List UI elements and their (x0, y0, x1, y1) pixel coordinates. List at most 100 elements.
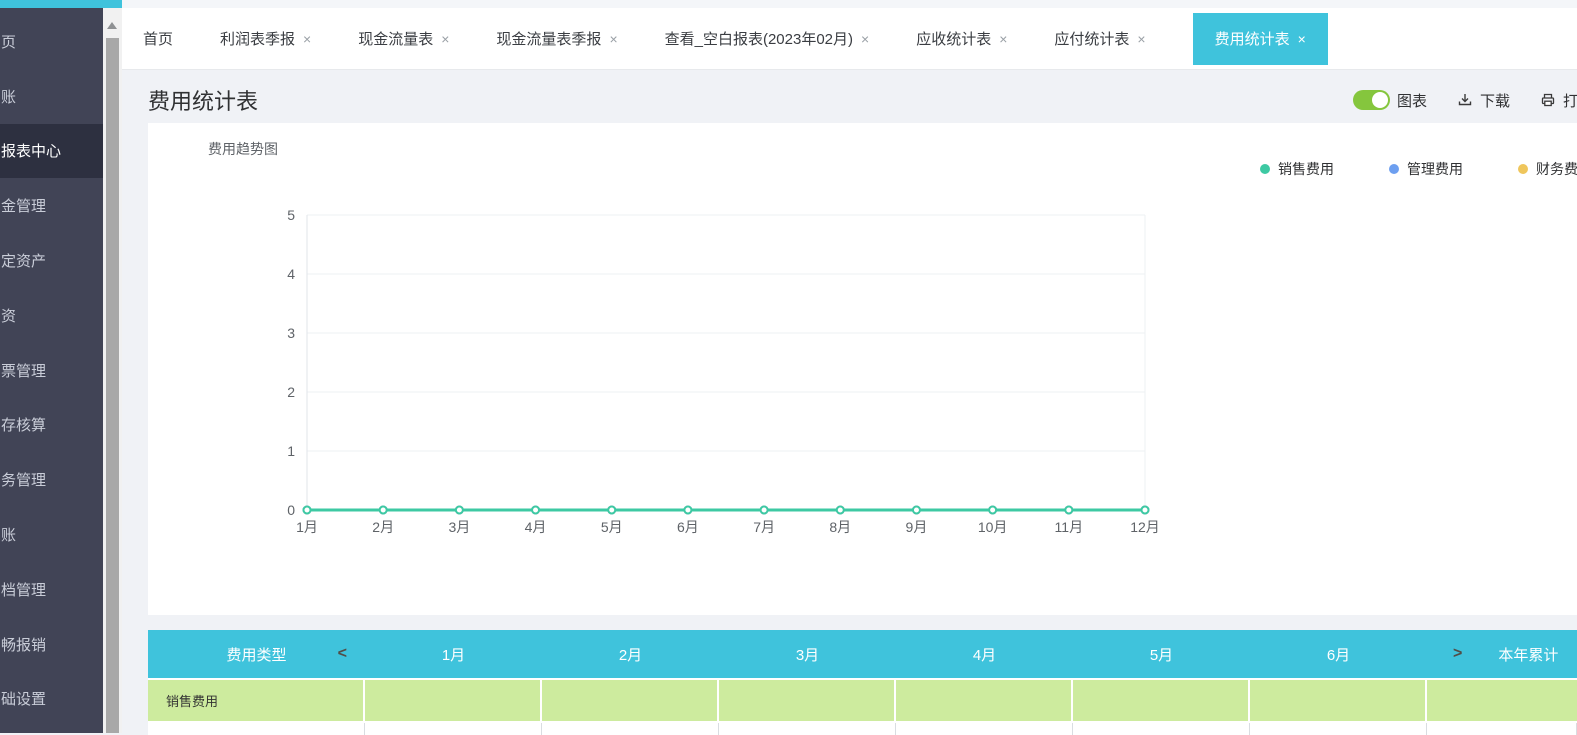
pagination-next-icon[interactable]: > (1453, 645, 1463, 662)
sidebar-item[interactable]: 页 (1, 33, 17, 51)
tab-close-icon[interactable]: × (303, 30, 312, 47)
svg-text:1月: 1月 (296, 519, 318, 535)
svg-text:4月: 4月 (525, 519, 547, 535)
table-header-row: 费用类型 <1月 2月 3月 4月 5月 6月 > 本年累计 (148, 630, 1577, 678)
legend-label: 财务费用 (1536, 161, 1577, 177)
tab-label: 费用统计表 (1214, 31, 1290, 48)
svg-text:3: 3 (287, 325, 295, 341)
svg-text:9月: 9月 (906, 519, 928, 535)
chart-toggle-label: 图表 (1396, 92, 1427, 110)
scrollbar-up-arrow-icon[interactable] (107, 22, 117, 29)
sidebar-scrollbar[interactable] (103, 8, 122, 733)
column-label: 6月 (1326, 646, 1351, 664)
legend-label: 销售费用 (1278, 161, 1334, 177)
sidebar-item-active[interactable]: 报表中心 (0, 123, 103, 179)
table-row[interactable]: 销售费用 (148, 678, 1577, 723)
toggle-knob (1371, 92, 1388, 108)
tab[interactable]: 应收统计表 × (916, 28, 1007, 49)
column-label: 本年累计 (1498, 646, 1559, 664)
tab-label: 首页 (143, 31, 174, 48)
page-title: 费用统计表 (148, 89, 259, 114)
table-cell (365, 680, 542, 721)
sidebar-item[interactable]: 畅报销 (1, 636, 47, 654)
svg-text:5月: 5月 (601, 519, 623, 535)
tab-close-icon[interactable]: × (1297, 30, 1306, 47)
chart-legend: 销售费用 管理费用 财务费用 (1260, 159, 1577, 179)
table-cell (719, 680, 896, 721)
sidebar-item[interactable]: 务管理 (1, 472, 47, 490)
table-header-month: 3月 (719, 630, 896, 678)
sidebar-item[interactable]: 账 (1, 88, 17, 106)
sidebar-item[interactable]: 定资产 (1, 253, 47, 271)
tab[interactable]: 利润表季报 × (220, 28, 311, 49)
tab-close-icon[interactable]: × (1137, 30, 1146, 47)
table-body: 销售费用 (148, 678, 1577, 735)
tab[interactable]: 查看_空白报表(2023年02月) × (665, 28, 870, 49)
chart-toggle-switch[interactable] (1352, 90, 1390, 110)
print-icon (1540, 92, 1556, 108)
tab[interactable]: 应付统计表 × (1054, 28, 1145, 49)
table-header-month: 6月 (1250, 630, 1427, 678)
tab-bar: 首页 利润表季报 × 现金流量表 × 现金流量表季报 × 查看_空白报表(2023年02月) ×… (122, 8, 1577, 70)
tab-label: 应付统计表 (1054, 31, 1130, 48)
svg-text:12月: 12月 (1130, 519, 1160, 535)
legend-dot (1389, 164, 1399, 174)
legend-label: 管理费用 (1407, 161, 1463, 177)
svg-text:11月: 11月 (1055, 519, 1084, 535)
chart-card: 费用趋势图 销售费用 管理费用 财务费用 0 1 2 3 4 5 1月 2月 3月 4月 5月 6月 7月 8… (148, 123, 1577, 615)
svg-text:2月: 2月 (372, 519, 394, 535)
sidebar-item[interactable]: 金管理 (1, 198, 47, 216)
chart-title: 费用趋势图 (208, 141, 278, 157)
tab-close-icon[interactable]: × (441, 30, 450, 47)
tab-label: 利润表季报 (220, 31, 296, 48)
table-cell (896, 723, 1073, 735)
table-header-month: 4月 (896, 630, 1073, 678)
svg-text:3月: 3月 (448, 519, 470, 535)
table-header-month: 2月 (542, 630, 719, 678)
expense-table: 费用类型 <1月 2月 3月 4月 5月 6月 > 本年累计 销售费用 (148, 630, 1577, 735)
legend-item[interactable]: 管理费用 (1389, 159, 1463, 179)
table-cell (148, 723, 365, 735)
column-label: 4月 (972, 646, 997, 664)
table-header-month: 1月 (365, 630, 542, 678)
tab[interactable]: 现金流量表季报 × (496, 28, 617, 49)
svg-text:10月: 10月 (978, 519, 1008, 535)
sidebar-item[interactable]: 账 (1, 527, 17, 545)
tab-label: 现金流量表 (358, 31, 434, 48)
tab-close-icon[interactable]: × (999, 30, 1008, 47)
print-button[interactable]: 打印 (1540, 90, 1577, 111)
tab-active[interactable]: 费用统计表 × (1192, 12, 1328, 65)
table-cell (1427, 680, 1577, 721)
table-cell (1250, 723, 1427, 735)
legend-item[interactable]: 财务费用 (1518, 159, 1577, 179)
page-header: 费用统计表 图表 下载 打印 (122, 70, 1577, 130)
sidebar-item[interactable]: 资 (1, 307, 17, 325)
sidebar-item[interactable]: 存核算 (1, 417, 47, 435)
tab-close-icon[interactable]: × (609, 30, 618, 47)
tab[interactable]: 首页 (143, 28, 173, 49)
svg-text:6月: 6月 (677, 519, 699, 535)
svg-text:2: 2 (287, 384, 295, 400)
download-label: 下载 (1479, 92, 1510, 110)
sidebar-nav: 页账报表中心 金管理 定资产资票管理 存核算 务管理账档管理 畅报销 础设置 (0, 8, 103, 733)
print-label: 打印 (1562, 92, 1577, 110)
legend-item[interactable]: 销售费用 (1260, 159, 1334, 179)
tab[interactable]: 现金流量表 × (358, 28, 449, 49)
sidebar-item[interactable]: 础设置 (1, 691, 47, 709)
tab-close-icon[interactable]: × (861, 30, 870, 47)
legend-dot (1518, 164, 1528, 174)
sidebar-top-accent-bar (0, 0, 122, 8)
sidebar-item[interactable]: 票管理 (1, 362, 47, 380)
pagination-prev-icon[interactable]: < (337, 645, 347, 662)
table-header-year-total: > 本年累计 (1427, 630, 1577, 678)
row-name-cell: 销售费用 (148, 680, 365, 721)
scrollbar-thumb[interactable] (105, 38, 119, 733)
column-label: 3月 (795, 646, 820, 664)
expense-trend-chart: 0 1 2 3 4 5 1月 2月 3月 4月 5月 6月 7月 8月 9月 10月 11月 12月 (148, 123, 1577, 615)
sidebar-item[interactable]: 档管理 (1, 581, 47, 599)
tab-label: 应收统计表 (916, 31, 992, 48)
legend-dot (1260, 164, 1270, 174)
column-label: 费用类型 (226, 646, 287, 664)
download-button[interactable]: 下载 (1457, 90, 1510, 111)
